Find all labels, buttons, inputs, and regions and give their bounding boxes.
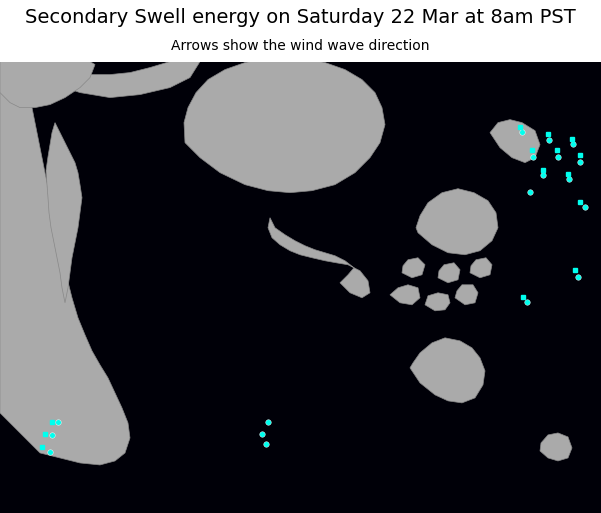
Polygon shape bbox=[46, 123, 82, 303]
Polygon shape bbox=[416, 189, 498, 255]
Polygon shape bbox=[540, 433, 572, 461]
Polygon shape bbox=[268, 218, 370, 298]
Text: Arrows show the wind wave direction: Arrows show the wind wave direction bbox=[171, 39, 430, 53]
Polygon shape bbox=[438, 263, 460, 283]
Polygon shape bbox=[425, 293, 450, 311]
Polygon shape bbox=[0, 62, 601, 513]
Polygon shape bbox=[0, 62, 95, 108]
Polygon shape bbox=[0, 62, 200, 97]
Text: Secondary Swell energy on Saturday 22 Mar at 8am PST: Secondary Swell energy on Saturday 22 Ma… bbox=[25, 8, 576, 27]
Polygon shape bbox=[490, 120, 540, 163]
Polygon shape bbox=[410, 338, 485, 403]
Polygon shape bbox=[0, 62, 130, 465]
Polygon shape bbox=[402, 258, 425, 278]
Polygon shape bbox=[470, 258, 492, 278]
Polygon shape bbox=[390, 285, 420, 305]
Polygon shape bbox=[455, 285, 478, 305]
Polygon shape bbox=[184, 57, 385, 193]
